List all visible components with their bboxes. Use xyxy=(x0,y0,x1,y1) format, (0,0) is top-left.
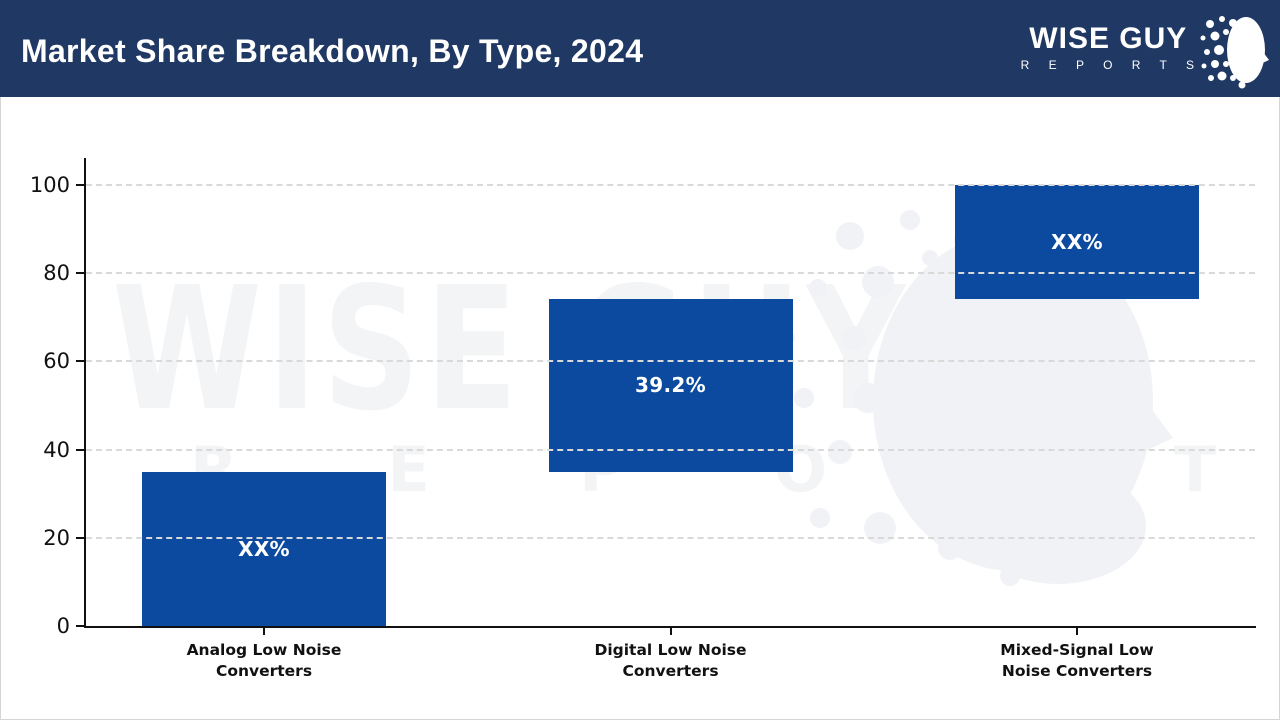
logo-face-icon xyxy=(1200,16,1269,89)
bar-value-label: XX% xyxy=(238,536,290,561)
bar-value-label: XX% xyxy=(1051,229,1103,254)
y-tickmark-40 xyxy=(76,448,85,451)
y-tickmark-80 xyxy=(76,272,85,275)
y-tickmark-0 xyxy=(76,625,85,627)
y-tickmark-60 xyxy=(76,360,85,363)
y-tick-label-60: 60 xyxy=(43,349,70,374)
x-tick-label-line: Mixed-Signal Low xyxy=(1000,641,1154,659)
y-tick-label-20: 20 xyxy=(43,525,70,550)
gridline-20 xyxy=(86,536,1255,539)
gridline-40 xyxy=(86,448,1255,451)
x-tick-label-3: Mixed-Signal Low Noise Converters xyxy=(912,640,1242,682)
y-tickmark-20 xyxy=(76,536,85,539)
bar-1: XX% xyxy=(142,471,386,626)
bar-2: 39.2% xyxy=(548,298,793,472)
bar-3: XX% xyxy=(955,185,1199,299)
x-tick-label-line: Noise Converters xyxy=(1001,662,1153,680)
x-tick-label-line: Digital Low Noise xyxy=(594,641,747,659)
y-axis xyxy=(84,158,86,628)
x-tick-label-line: Analog Low Noise xyxy=(186,641,342,659)
y-tickmark-100 xyxy=(76,184,85,186)
logo-wordmark: WISE GUY R E P O R T S xyxy=(1015,22,1202,72)
logo-reports-text: R E P O R T S xyxy=(1020,58,1202,72)
x-tick-label-line: Converters xyxy=(215,662,313,680)
x-tickmark-2 xyxy=(669,628,672,635)
x-tickmark-1 xyxy=(263,628,265,635)
x-tick-label-1: Analog Low Noise Converters xyxy=(99,640,429,682)
x-tick-label-2: Digital Low Noise Converters xyxy=(506,640,836,682)
gridline-60 xyxy=(86,360,1255,363)
gridline-80 xyxy=(86,272,1255,275)
logo-wordmark-text: WISE GUY xyxy=(1029,22,1188,55)
x-axis xyxy=(84,626,1256,628)
bar-value-label: 39.2% xyxy=(635,373,706,398)
y-tick-label-100: 100 xyxy=(29,173,70,197)
y-tick-label-0: 0 xyxy=(56,614,70,638)
y-tick-label-40: 40 xyxy=(43,437,70,462)
page-title: Market Share Breakdown, By Type, 2024 xyxy=(21,33,644,69)
gridline-100 xyxy=(86,184,1255,186)
x-tick-label-line: Converters xyxy=(622,662,719,680)
y-tick-label-80: 80 xyxy=(43,261,70,286)
x-tickmark-3 xyxy=(1076,628,1078,635)
watermark-face-icon xyxy=(776,203,1173,586)
header-bar: Market Share Breakdown, By Type, 2024 WI… xyxy=(0,0,1280,97)
wiseguy-logo: WISE GUY R E P O R T S xyxy=(1014,8,1269,90)
